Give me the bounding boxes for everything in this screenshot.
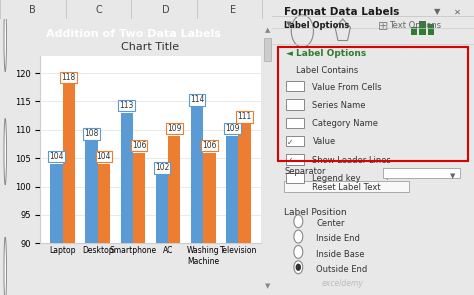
Text: 114: 114: [190, 95, 204, 104]
Text: Value: Value: [312, 137, 336, 147]
Text: ✓: ✓: [287, 137, 293, 147]
Circle shape: [4, 119, 7, 185]
Bar: [226, 135, 238, 295]
FancyBboxPatch shape: [286, 99, 304, 110]
FancyBboxPatch shape: [286, 136, 304, 146]
Text: Outside End: Outside End: [317, 265, 368, 274]
Bar: [120, 113, 133, 295]
FancyBboxPatch shape: [419, 21, 426, 35]
Text: Label Options: Label Options: [284, 21, 349, 30]
Text: D: D: [162, 5, 170, 14]
Circle shape: [294, 230, 303, 243]
Circle shape: [296, 264, 301, 270]
Text: Format Data Labels: Format Data Labels: [284, 7, 400, 17]
Text: B: B: [29, 5, 36, 14]
Text: ⊞: ⊞: [378, 20, 388, 33]
Text: ✕: ✕: [454, 7, 461, 17]
Bar: [238, 124, 251, 295]
Bar: [50, 164, 63, 295]
Text: exceldemy: exceldemy: [322, 278, 364, 288]
Text: ▼: ▼: [434, 7, 440, 17]
Text: Text Options: Text Options: [389, 21, 441, 30]
Bar: [98, 164, 110, 295]
Text: 111: 111: [237, 112, 252, 121]
Bar: [133, 153, 145, 295]
Bar: [156, 175, 168, 295]
Text: Inside Base: Inside Base: [317, 250, 365, 259]
FancyBboxPatch shape: [411, 27, 418, 35]
Text: Series Name: Series Name: [312, 101, 366, 110]
Text: 104: 104: [97, 152, 111, 161]
Text: 104: 104: [49, 152, 64, 161]
Text: Category Name: Category Name: [312, 119, 378, 128]
FancyBboxPatch shape: [264, 38, 271, 60]
Text: Separator: Separator: [284, 167, 326, 176]
Text: C: C: [96, 5, 102, 14]
Text: Show Leader Lines: Show Leader Lines: [312, 156, 392, 165]
Text: Label Contains: Label Contains: [296, 66, 358, 76]
Text: .: .: [385, 173, 388, 182]
FancyBboxPatch shape: [284, 181, 410, 192]
Text: 109: 109: [225, 124, 239, 133]
Bar: [168, 135, 181, 295]
Bar: [63, 84, 75, 295]
Circle shape: [294, 261, 303, 274]
Text: 109: 109: [167, 124, 182, 133]
Text: 106: 106: [132, 141, 146, 150]
FancyBboxPatch shape: [383, 168, 460, 178]
Text: Center: Center: [317, 219, 345, 228]
Text: ▼: ▼: [265, 283, 271, 289]
Text: Label Position: Label Position: [284, 208, 347, 217]
FancyBboxPatch shape: [286, 173, 304, 183]
Text: 118: 118: [62, 73, 76, 82]
FancyBboxPatch shape: [286, 154, 304, 165]
Bar: [85, 141, 98, 295]
Text: ▲: ▲: [265, 27, 271, 33]
Bar: [203, 153, 216, 295]
Circle shape: [294, 215, 303, 228]
FancyBboxPatch shape: [286, 118, 304, 128]
Text: Reset Label Text: Reset Label Text: [312, 183, 381, 192]
Text: 106: 106: [202, 141, 217, 150]
Title: Chart Title: Chart Title: [121, 42, 180, 53]
Text: Inside End: Inside End: [317, 234, 360, 243]
Text: E: E: [230, 5, 236, 14]
Text: ◄ Label Options: ◄ Label Options: [286, 49, 366, 58]
Text: Addition of Two Data Labels: Addition of Two Data Labels: [46, 29, 220, 39]
Circle shape: [294, 245, 303, 258]
Text: Value From Cells: Value From Cells: [312, 83, 382, 92]
Text: Legend key: Legend key: [312, 174, 361, 183]
FancyBboxPatch shape: [428, 24, 434, 35]
Text: 102: 102: [155, 163, 169, 173]
Text: ▼: ▼: [284, 21, 292, 27]
Text: 108: 108: [84, 130, 99, 138]
Bar: [191, 107, 203, 295]
Circle shape: [4, 237, 7, 295]
Text: ▼: ▼: [450, 173, 455, 179]
FancyBboxPatch shape: [286, 81, 304, 91]
Text: 113: 113: [119, 101, 134, 110]
Circle shape: [4, 5, 7, 72]
Text: ✓: ✓: [287, 156, 293, 165]
